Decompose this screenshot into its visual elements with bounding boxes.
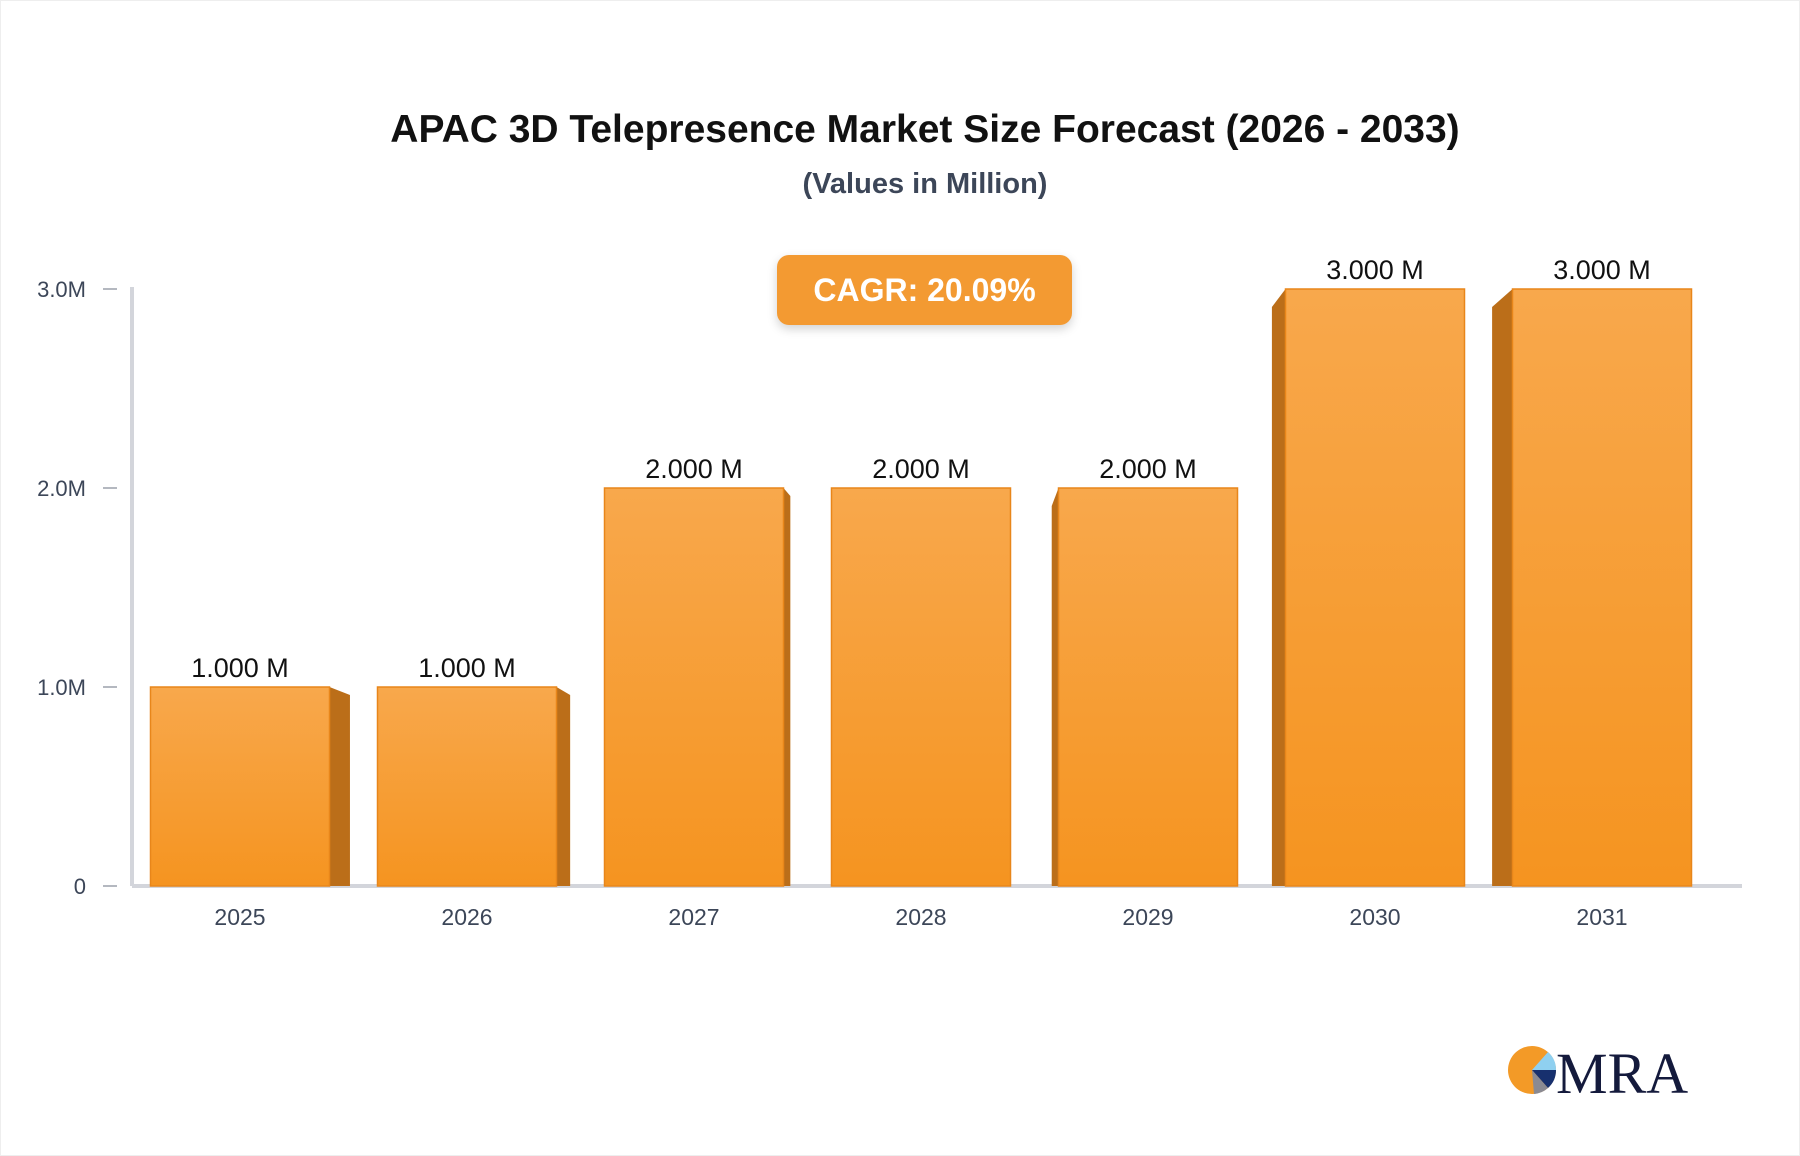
chart-title: APAC 3D Telepresence Market Size Forecas…: [390, 108, 1460, 151]
bar: [376, 686, 558, 887]
bar: [1511, 288, 1693, 887]
x-tick-label: 2026: [441, 904, 492, 930]
y-tick-label: 2.0M: [37, 476, 86, 501]
chart-subtitle: (Values in Million): [802, 168, 1048, 200]
mra-logo: MRA: [1508, 1041, 1688, 1100]
bar: [149, 686, 331, 887]
data-label: 2.000 M: [1099, 454, 1197, 484]
bar: [603, 487, 785, 887]
bar: [1057, 487, 1239, 887]
x-tick-label: 2028: [895, 904, 946, 930]
data-label: 3.000 M: [1553, 255, 1651, 285]
x-tick-label: 2029: [1122, 904, 1173, 930]
x-tick-label: 2025: [214, 904, 265, 930]
x-tick-label: 2031: [1576, 904, 1627, 930]
y-tick-label: 1.0M: [37, 675, 86, 700]
y-tick-label: 3.0M: [37, 277, 86, 302]
bar-side: [1051, 488, 1059, 886]
bar-side: [1492, 289, 1513, 886]
bar-side: [1271, 289, 1286, 886]
data-label: 3.000 M: [1326, 255, 1424, 285]
data-label: 2.000 M: [645, 454, 743, 484]
x-tick-label: 2030: [1349, 904, 1400, 930]
bar-side: [329, 687, 350, 886]
data-label: 2.000 M: [872, 454, 970, 484]
bar-side: [556, 687, 571, 886]
y-tick-label: 0: [74, 874, 86, 899]
data-label: 1.000 M: [418, 653, 516, 683]
svg-text:MRA: MRA: [1556, 1041, 1688, 1100]
bar: [1284, 288, 1466, 887]
bar: [830, 487, 1012, 887]
data-label: 1.000 M: [191, 653, 289, 683]
x-tick-label: 2027: [668, 904, 719, 930]
bar-side: [783, 488, 791, 886]
cagr-badge: CAGR: 20.09%: [777, 255, 1072, 325]
